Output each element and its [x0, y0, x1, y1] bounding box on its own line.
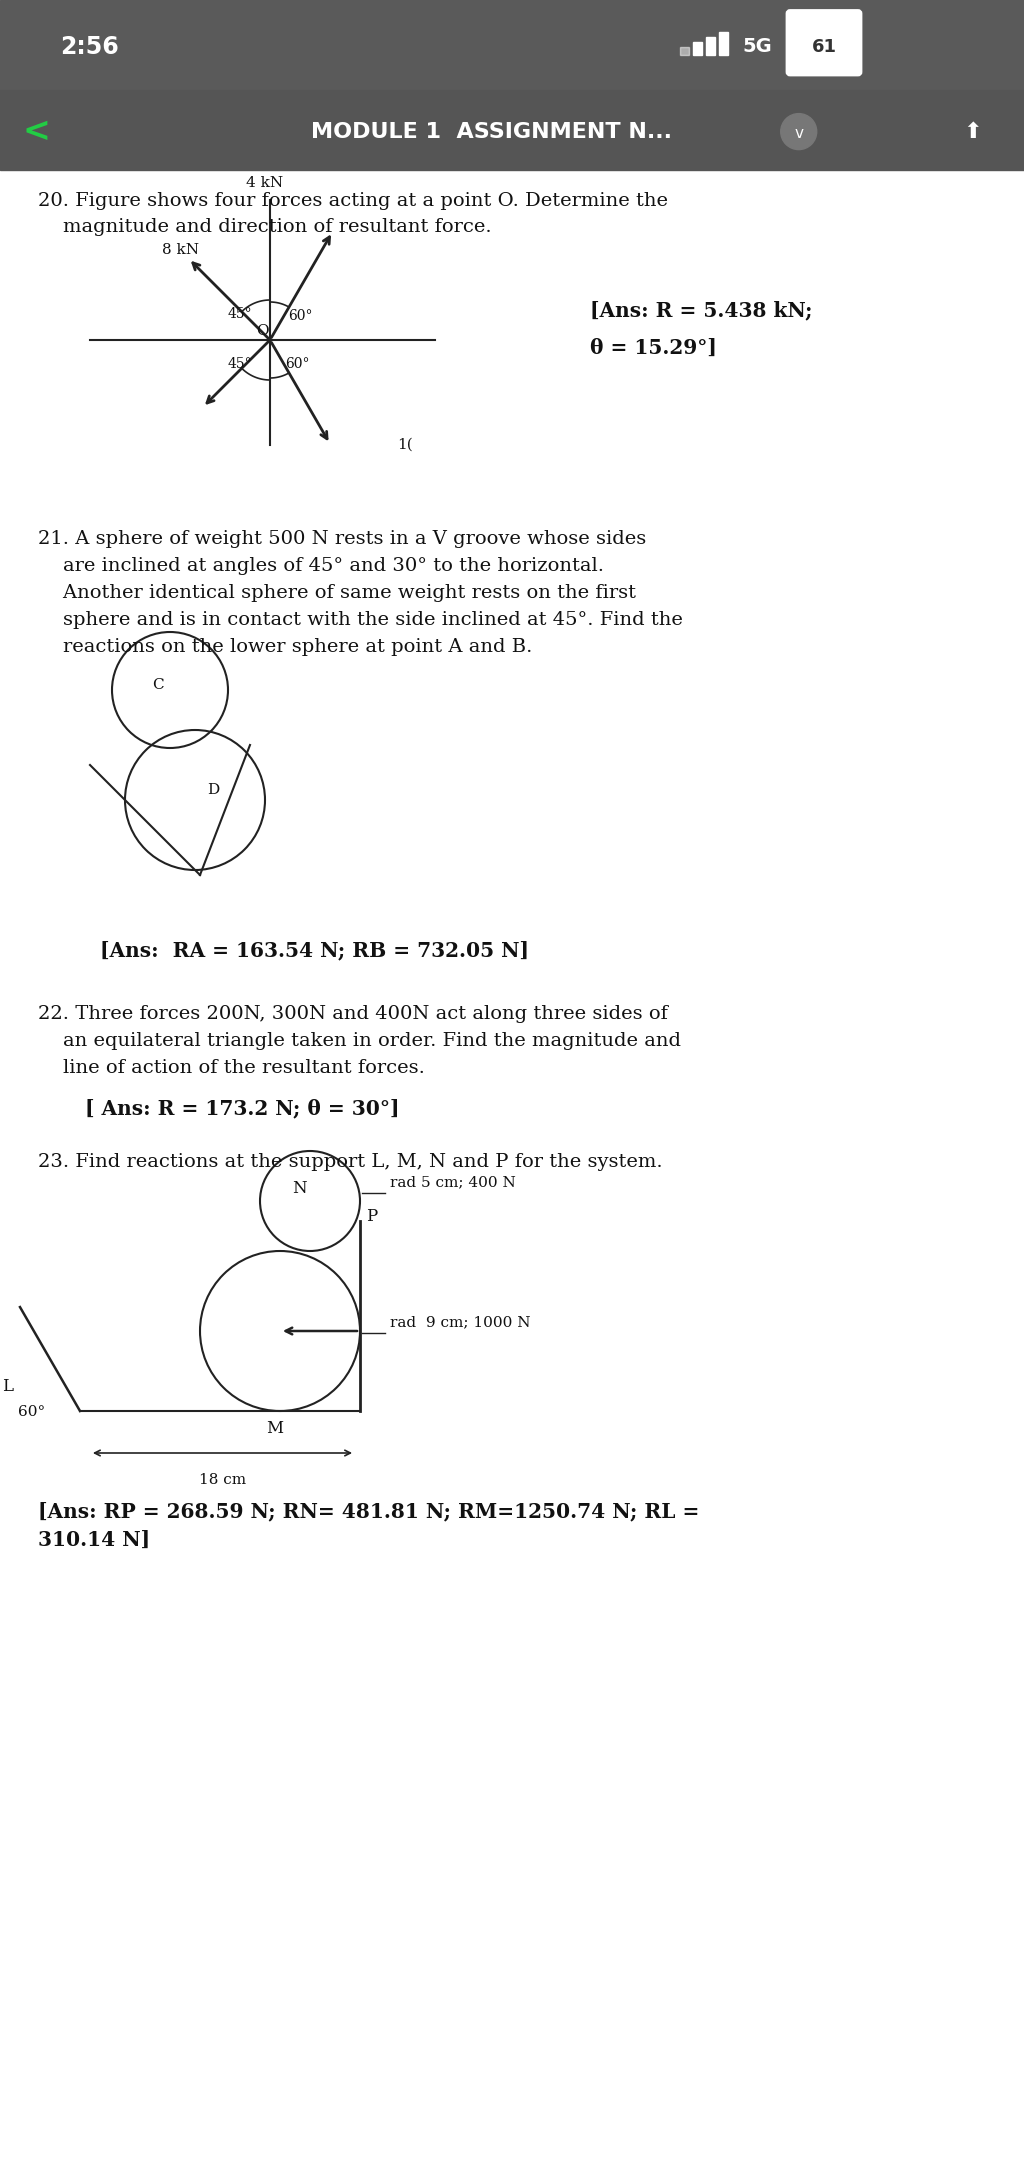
Text: 45°: 45°: [228, 356, 253, 371]
Bar: [706, 37, 715, 54]
Text: 2:56: 2:56: [60, 35, 119, 59]
Text: [Ans: R = 5.438 kN;: [Ans: R = 5.438 kN;: [590, 300, 812, 319]
Text: 61: 61: [811, 37, 837, 56]
Text: 18 cm: 18 cm: [199, 1473, 246, 1488]
Text: N: N: [292, 1179, 306, 1197]
Text: [Ans:  RA = 163.54 N; RB = 732.05 N]: [Ans: RA = 163.54 N; RB = 732.05 N]: [100, 940, 529, 960]
Text: [ Ans: R = 173.2 N; θ = 30°]: [ Ans: R = 173.2 N; θ = 30°]: [85, 1099, 399, 1119]
Text: reactions on the lower sphere at point A and B.: reactions on the lower sphere at point A…: [38, 639, 532, 656]
Text: <: <: [22, 115, 50, 148]
Text: Another identical sphere of same weight rests on the first: Another identical sphere of same weight …: [38, 584, 636, 602]
Text: an equilateral triangle taken in order. Find the magnitude and: an equilateral triangle taken in order. …: [38, 1032, 681, 1049]
Text: 21. A sphere of weight 500 N rests in a V groove whose sides: 21. A sphere of weight 500 N rests in a …: [38, 530, 646, 547]
Text: 20. Figure shows four forces acting at a point O. Determine the: 20. Figure shows four forces acting at a…: [38, 191, 668, 211]
Text: 8 kN: 8 kN: [162, 243, 199, 256]
Text: 1(: 1(: [397, 439, 413, 452]
Text: magnitude and direction of resultant force.: magnitude and direction of resultant for…: [38, 217, 492, 237]
Text: 22. Three forces 200N, 300N and 400N act along three sides of: 22. Three forces 200N, 300N and 400N act…: [38, 1006, 668, 1023]
Text: 60°: 60°: [18, 1405, 45, 1418]
Text: θ = 15.29°]: θ = 15.29°]: [590, 339, 717, 358]
Text: 23. Find reactions at the support L, M, N and P for the system.: 23. Find reactions at the support L, M, …: [38, 1153, 663, 1171]
Text: [Ans: RP = 268.59 N; RN= 481.81 N; RM=1250.74 N; RL =: [Ans: RP = 268.59 N; RN= 481.81 N; RM=12…: [38, 1501, 699, 1520]
Bar: [719, 33, 728, 54]
Text: rad 5 cm; 400 N: rad 5 cm; 400 N: [390, 1175, 516, 1188]
Text: v: v: [795, 126, 803, 141]
Text: 5G: 5G: [742, 37, 772, 56]
Text: sphere and is in contact with the side inclined at 45°. Find the: sphere and is in contact with the side i…: [38, 610, 683, 630]
Text: L: L: [2, 1377, 13, 1394]
Circle shape: [780, 113, 817, 150]
Text: 310.14 N]: 310.14 N]: [38, 1529, 151, 1551]
Text: C: C: [153, 678, 164, 693]
Text: ⬆: ⬆: [964, 122, 982, 141]
Text: are inclined at angles of 45° and 30° to the horizontal.: are inclined at angles of 45° and 30° to…: [38, 556, 604, 576]
Text: 45°: 45°: [228, 306, 253, 321]
Bar: [0, 89, 1024, 169]
Text: line of action of the resultant forces.: line of action of the resultant forces.: [38, 1060, 425, 1077]
Text: O: O: [256, 324, 268, 339]
Text: rad  9 cm; 1000 N: rad 9 cm; 1000 N: [390, 1314, 530, 1329]
Text: 4 kN: 4 kN: [247, 176, 284, 189]
Text: 60°: 60°: [288, 308, 312, 324]
Bar: [680, 48, 689, 54]
Text: P: P: [366, 1208, 377, 1225]
Text: MODULE 1  ASSIGNMENT N...: MODULE 1 ASSIGNMENT N...: [311, 122, 672, 141]
Text: 60°: 60°: [285, 356, 309, 371]
Text: D: D: [207, 782, 219, 797]
Text: M: M: [266, 1420, 284, 1438]
Bar: [0, 0, 1024, 89]
FancyBboxPatch shape: [787, 11, 861, 76]
Bar: [693, 41, 702, 54]
